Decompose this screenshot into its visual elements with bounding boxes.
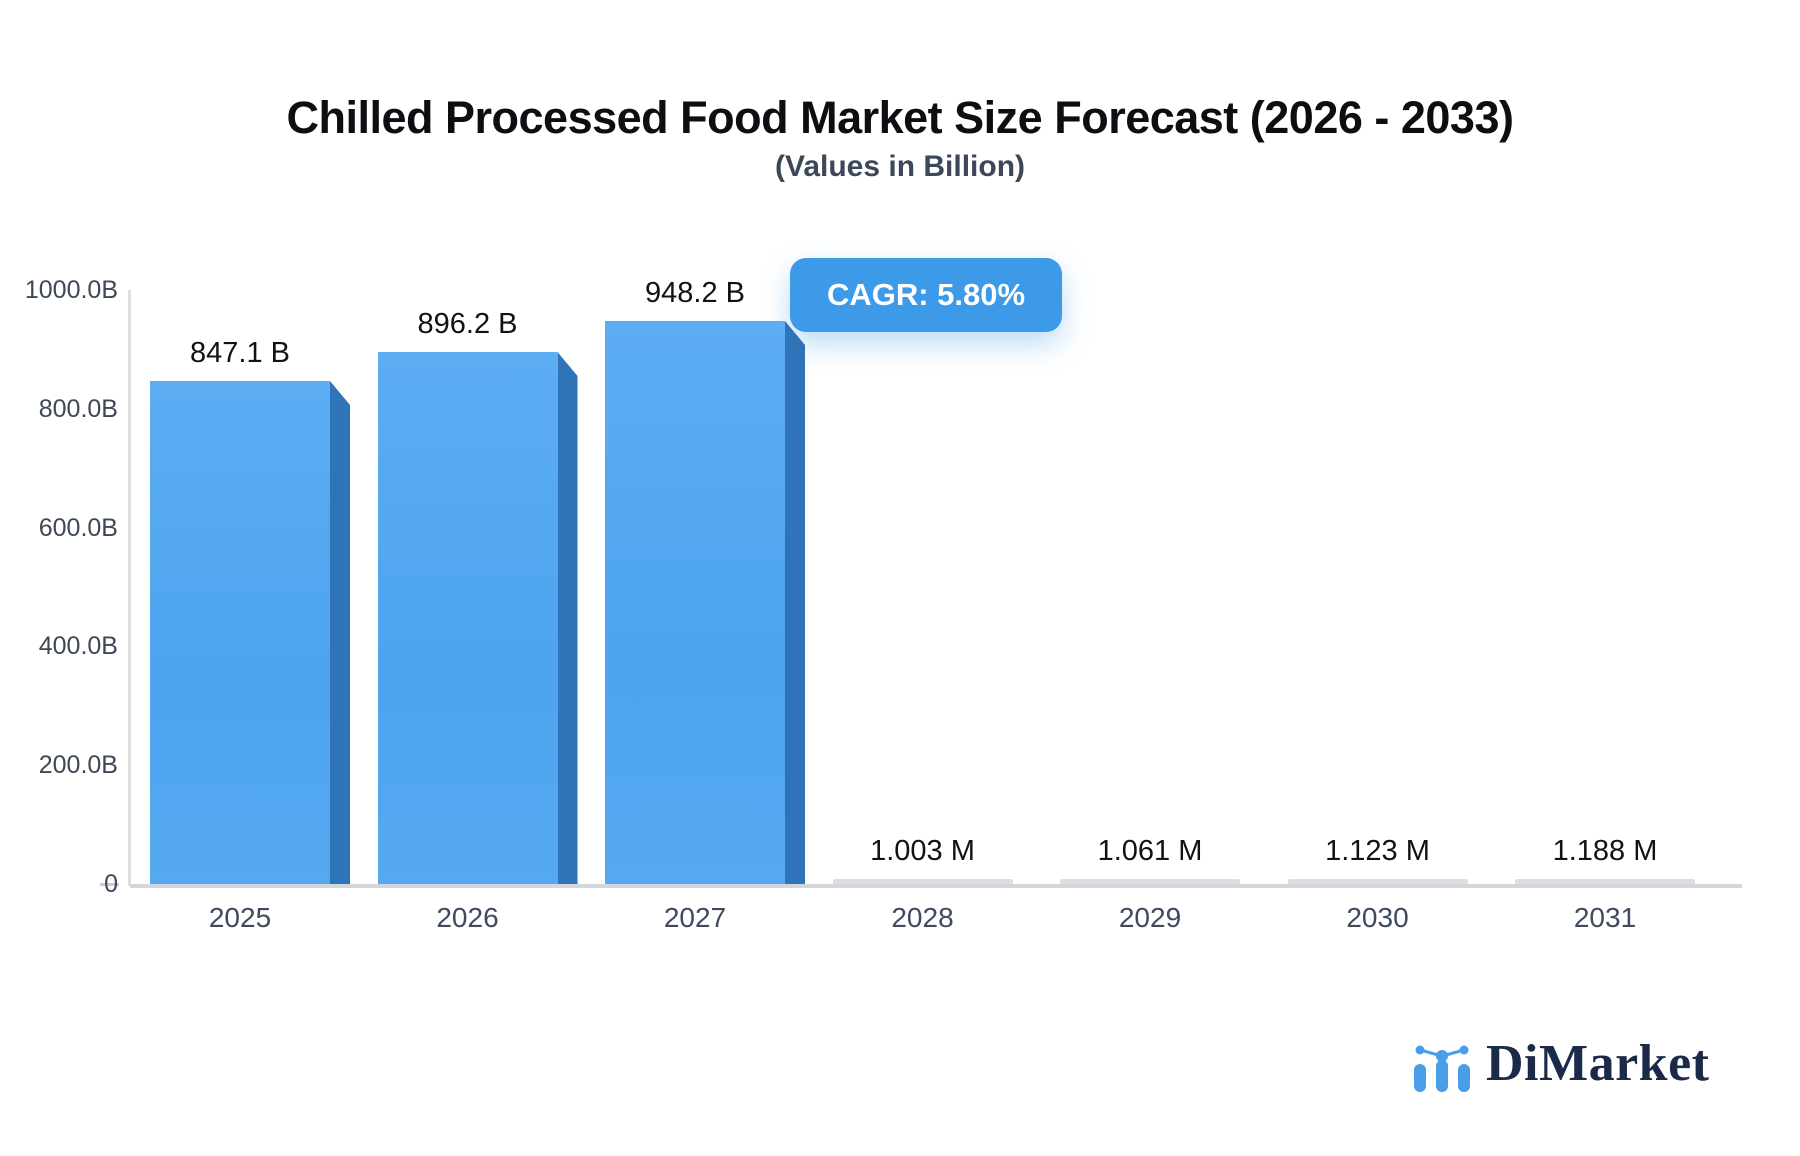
x-axis-label-2030: 2030 [1346, 902, 1409, 933]
bar-value-label: 1.061 M [1097, 835, 1203, 867]
bar-value-label: 1.188 M [1552, 835, 1658, 867]
x-axis-label-2031: 2031 [1573, 902, 1637, 933]
bar-value-label: 1.123 M [1325, 835, 1430, 867]
bar-2029 [1060, 879, 1240, 884]
bar-2031 [1515, 879, 1695, 884]
y-tick-label: 1000.0B [24, 276, 118, 304]
x-axis-label-2029: 2029 [1118, 902, 1182, 933]
bar-2026 [377, 352, 558, 884]
bar-side-3d [785, 321, 805, 884]
x-axis-label-2025: 2025 [208, 902, 272, 933]
x-axis-label-2026: 2026 [436, 902, 499, 933]
y-tick-label: 0 [104, 870, 118, 898]
bar-chart-logo-icon [1414, 1045, 1470, 1092]
bar-value-label: 847.1 B [190, 337, 290, 369]
bar-2025 [150, 381, 330, 884]
bar-value-label: 948.2 B [645, 277, 745, 309]
y-tick-label: 600.0B [38, 513, 118, 542]
brand-name: DiMarket [1486, 1035, 1710, 1092]
bar-value-label: 1.003 M [870, 835, 975, 867]
bar-value-label: 896.2 B [417, 308, 518, 340]
brand-logo: DiMarket [1412, 1034, 1709, 1093]
x-axis-baseline [130, 884, 1742, 888]
bar-2027 [605, 321, 785, 884]
y-tick-label: 200.0B [38, 751, 118, 780]
bar-side-3d [330, 381, 350, 884]
y-axis-line [128, 290, 131, 886]
cagr-badge-label: CAGR: 5.80% [826, 277, 1026, 312]
x-axis-label-2027: 2027 [663, 902, 727, 933]
y-tick-label: 800.0B [38, 394, 118, 423]
chart-title: Chilled Processed Food Market Size Forec… [286, 92, 1514, 143]
y-tick-label: 400.0B [38, 632, 118, 661]
bar-2028 [832, 879, 1013, 884]
zero-tick-mark [100, 883, 119, 886]
bar-2030 [1287, 879, 1468, 884]
bar-side-3d [557, 352, 578, 884]
chart-subtitle: (Values in Billion) [774, 150, 1026, 183]
cagr-badge: CAGR: 5.80% [790, 258, 1062, 332]
x-axis-label-2028: 2028 [891, 902, 954, 933]
